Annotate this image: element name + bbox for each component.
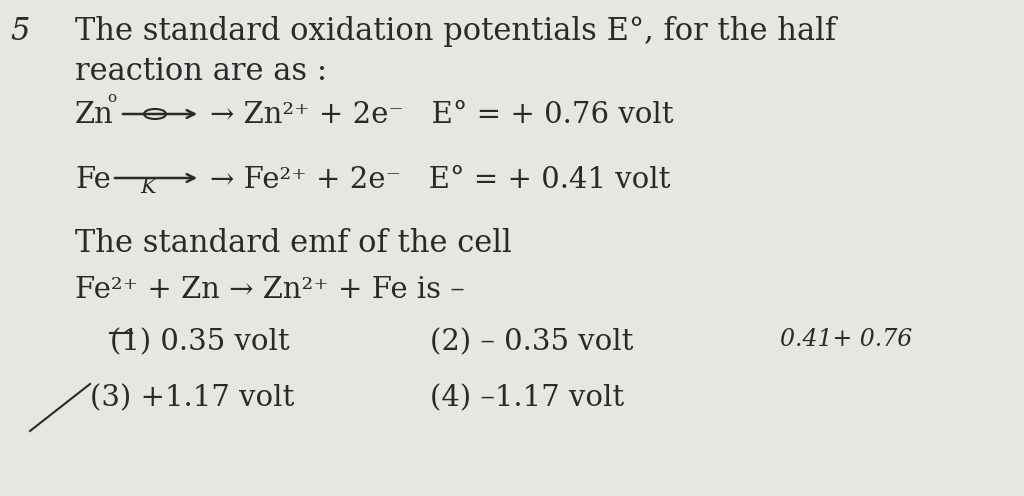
- Text: K: K: [140, 178, 156, 197]
- Text: Fe: Fe: [75, 166, 111, 194]
- Text: Zn: Zn: [75, 101, 114, 129]
- Text: → Fe²⁺ + 2e⁻   E° = + 0.41 volt: → Fe²⁺ + 2e⁻ E° = + 0.41 volt: [210, 166, 671, 194]
- Text: The standard oxidation potentials E°, for the half: The standard oxidation potentials E°, fo…: [75, 16, 837, 47]
- Text: o: o: [106, 91, 116, 105]
- Text: reaction are as :: reaction are as :: [75, 56, 327, 87]
- Text: (3) +1.17 volt: (3) +1.17 volt: [90, 384, 294, 412]
- Text: (1) 0.35 volt: (1) 0.35 volt: [110, 328, 290, 356]
- Text: (4) –1.17 volt: (4) –1.17 volt: [430, 384, 624, 412]
- Text: 5: 5: [10, 16, 30, 47]
- Text: The standard emf of the cell: The standard emf of the cell: [75, 228, 512, 259]
- Text: Fe²⁺ + Zn → Zn²⁺ + Fe is –: Fe²⁺ + Zn → Zn²⁺ + Fe is –: [75, 276, 465, 304]
- Text: → Zn²⁺ + 2e⁻   E° = + 0.76 volt: → Zn²⁺ + 2e⁻ E° = + 0.76 volt: [210, 101, 674, 129]
- Text: 0.41+ 0.76: 0.41+ 0.76: [780, 328, 912, 351]
- Text: (2) – 0.35 volt: (2) – 0.35 volt: [430, 328, 634, 356]
- Ellipse shape: [144, 109, 166, 119]
